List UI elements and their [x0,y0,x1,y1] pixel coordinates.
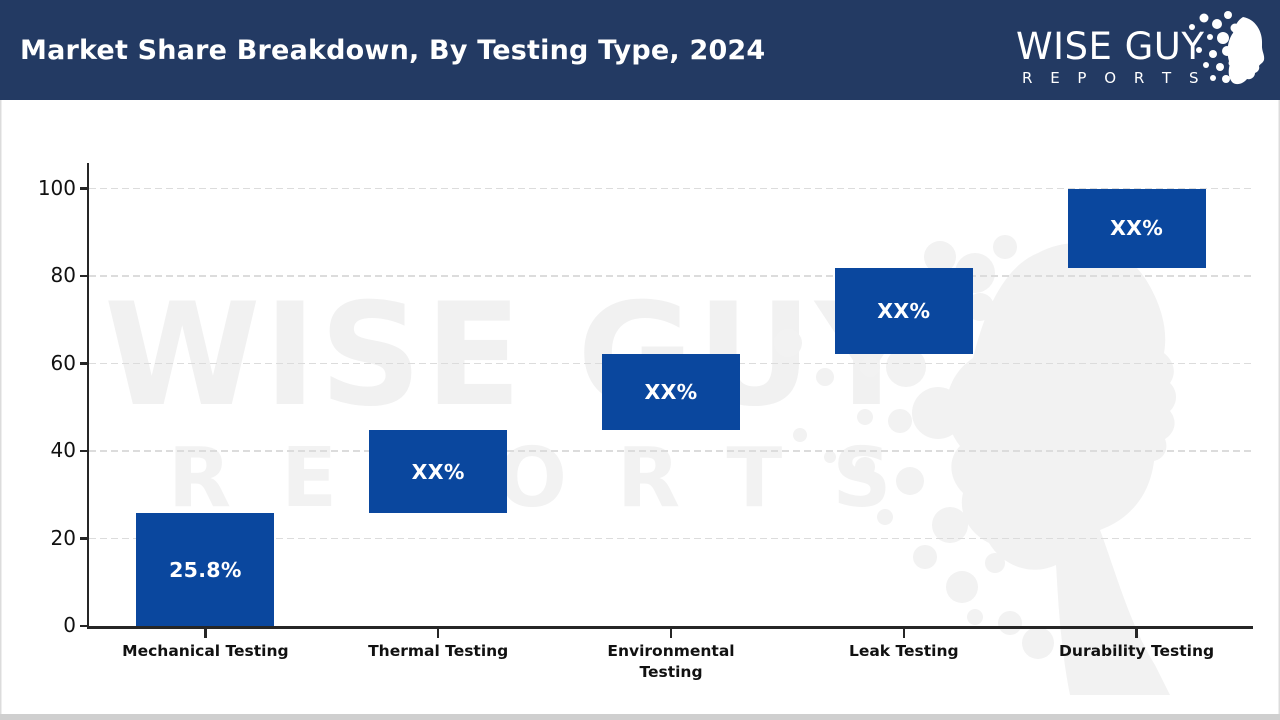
logo-dot-face-icon [1189,11,1265,85]
bar-value-label: 25.8% [169,557,242,582]
bar: XX% [834,268,973,355]
bar: XX% [602,354,740,430]
y-axis-tick [80,274,89,278]
bar: XX% [1067,188,1206,269]
y-axis-tick [80,537,89,540]
bar: XX% [369,430,508,514]
gridline [89,187,1253,190]
category-label: Mechanical Testing [122,642,289,660]
gridline [89,275,1253,277]
header: Market Share Breakdown, By Testing Type,… [0,0,1280,100]
bar-value-label: XX% [877,299,931,324]
wise-guy-logo: WISE GUY R E P O R T S [1014,7,1266,93]
category-label: Durability Testing [1059,642,1215,660]
gridline [89,537,1253,540]
y-axis-tick-label: 100 [37,175,76,200]
bar-value-label: XX% [644,380,698,405]
bar-value-label: XX% [1110,216,1164,241]
y-axis-tick [80,187,89,190]
y-axis-line [86,163,89,629]
y-axis-tick-label: 20 [50,525,76,550]
y-axis-tick-label: 40 [50,438,76,462]
page-title: Market Share Breakdown, By Testing Type,… [20,34,766,66]
category-label: Thermal Testing [368,642,509,660]
x-axis-line [86,626,1253,629]
y-axis-tick [80,449,89,453]
x-axis-tick [1135,628,1138,638]
gridline [89,450,1253,452]
x-axis-tick [204,628,207,638]
y-axis-tick-label: 0 [63,613,76,637]
bar-value-label: XX% [411,459,465,484]
logo-subtext: R E P O R T S [1022,69,1205,87]
logo-wordmark: WISE GUY [1016,25,1204,68]
x-axis-tick [437,628,440,638]
y-axis-tick-label: 80 [50,263,76,287]
chart-area: WISE GUY REPORTS 0 20 40 60 80 100 25.8% Mechan… [0,100,1280,714]
category-label: Environmental Testing [607,642,735,681]
x-axis-tick [902,628,905,638]
category-label: Leak Testing [848,642,959,660]
wise-guy-logo-graphic: WISE GUY R E P O R T S [1016,11,1265,87]
y-axis-tick-label: 60 [50,350,76,375]
y-axis-tick [80,624,89,628]
bar: 25.8% [136,513,275,626]
x-axis-tick [669,628,673,638]
y-axis-tick [80,362,89,365]
